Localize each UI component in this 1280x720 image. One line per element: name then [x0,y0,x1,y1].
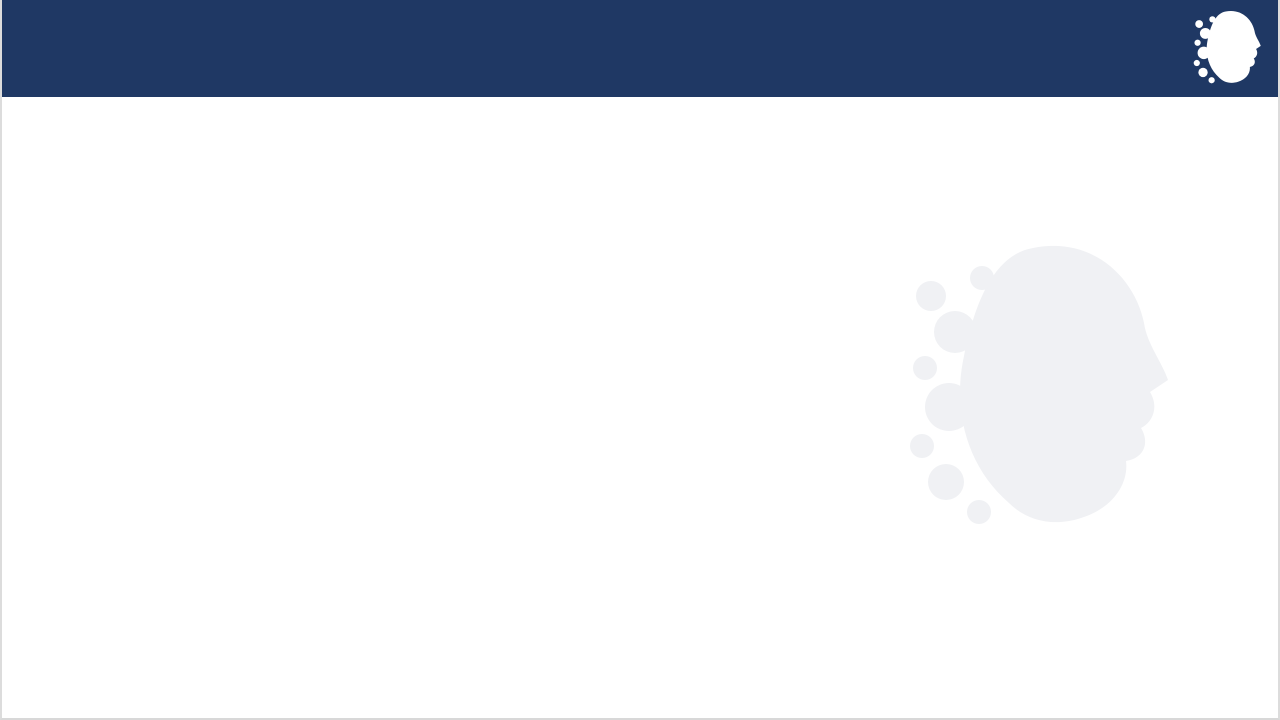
brand-logo [1190,6,1264,92]
brand-face-icon [1193,11,1261,84]
header-bar [2,0,1278,97]
